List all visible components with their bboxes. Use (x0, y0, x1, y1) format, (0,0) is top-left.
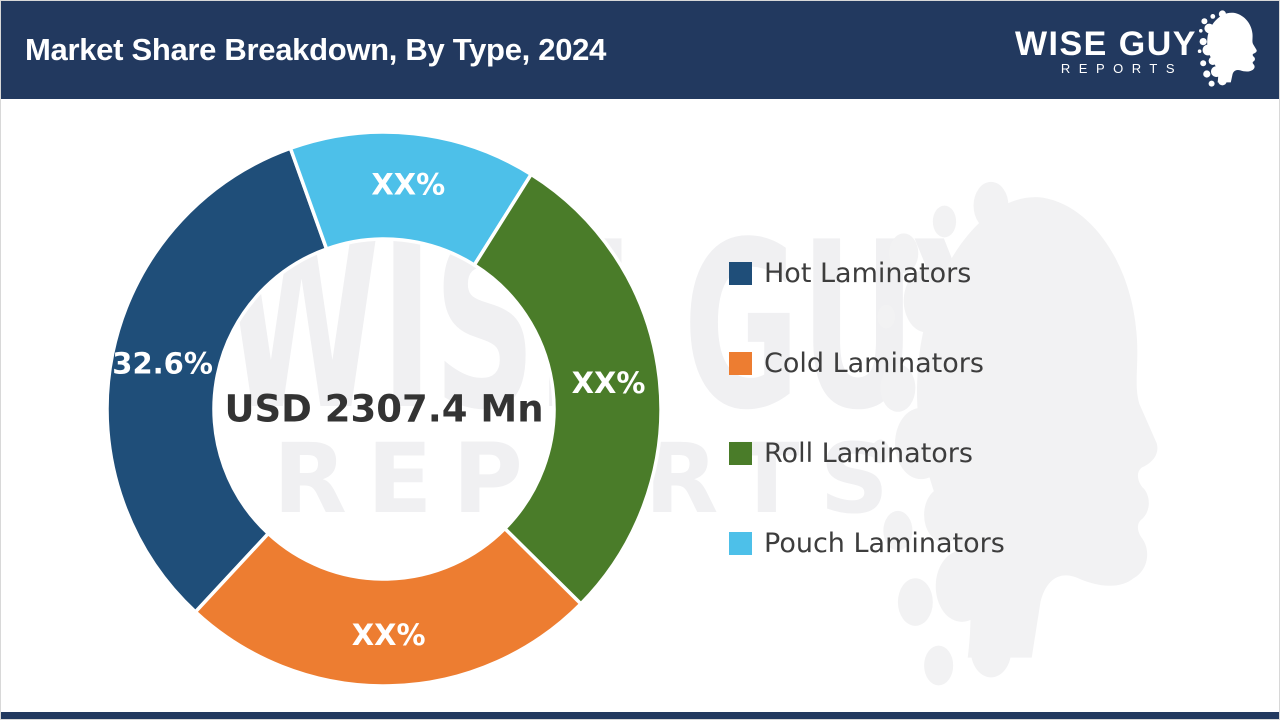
brand-logo: WISE GUY REPORTS (1015, 1, 1269, 99)
donut-segment-label: XX% (352, 618, 426, 652)
page-title: Market Share Breakdown, By Type, 2024 (25, 32, 607, 67)
legend-item-roll-laminators: Roll Laminators (729, 437, 973, 469)
donut-chart: 32.6% XX% XX% XX% (105, 130, 663, 688)
donut-segment-hot-laminators (105, 146, 329, 614)
brand-logo-name: WISE GUY (1014, 25, 1197, 63)
legend-label: Roll Laminators (764, 437, 973, 469)
legend-label: Cold Laminators (764, 347, 984, 379)
legend-item-pouch-laminators: Pouch Laminators (729, 527, 1005, 559)
donut-segment-roll-laminators (472, 172, 663, 606)
footer-bar (1, 712, 1279, 719)
chart-center-value: USD 2307.4 Mn (224, 387, 544, 431)
legend-swatch-cold (729, 351, 752, 375)
app-header: Market Share Breakdown, By Type, 2024 WI… (1, 1, 1279, 99)
legend-swatch-roll (729, 441, 752, 465)
legend-label: Hot Laminators (764, 257, 972, 289)
donut-segment-label: XX% (371, 167, 445, 201)
legend-label: Pouch Laminators (764, 527, 1005, 559)
legend-swatch-hot (729, 261, 752, 285)
legend-item-hot-laminators: Hot Laminators (729, 257, 972, 289)
legend-swatch-pouch (729, 531, 752, 555)
donut-segment-label: 32.6% (112, 347, 213, 381)
donut-segment-cold-laminators (193, 526, 583, 688)
brand-logo-subtitle: REPORTS (1060, 61, 1183, 76)
donut-segment-label: XX% (572, 366, 646, 400)
brand-face-dots-icon (1197, 10, 1257, 87)
legend-item-cold-laminators: Cold Laminators (729, 347, 984, 379)
